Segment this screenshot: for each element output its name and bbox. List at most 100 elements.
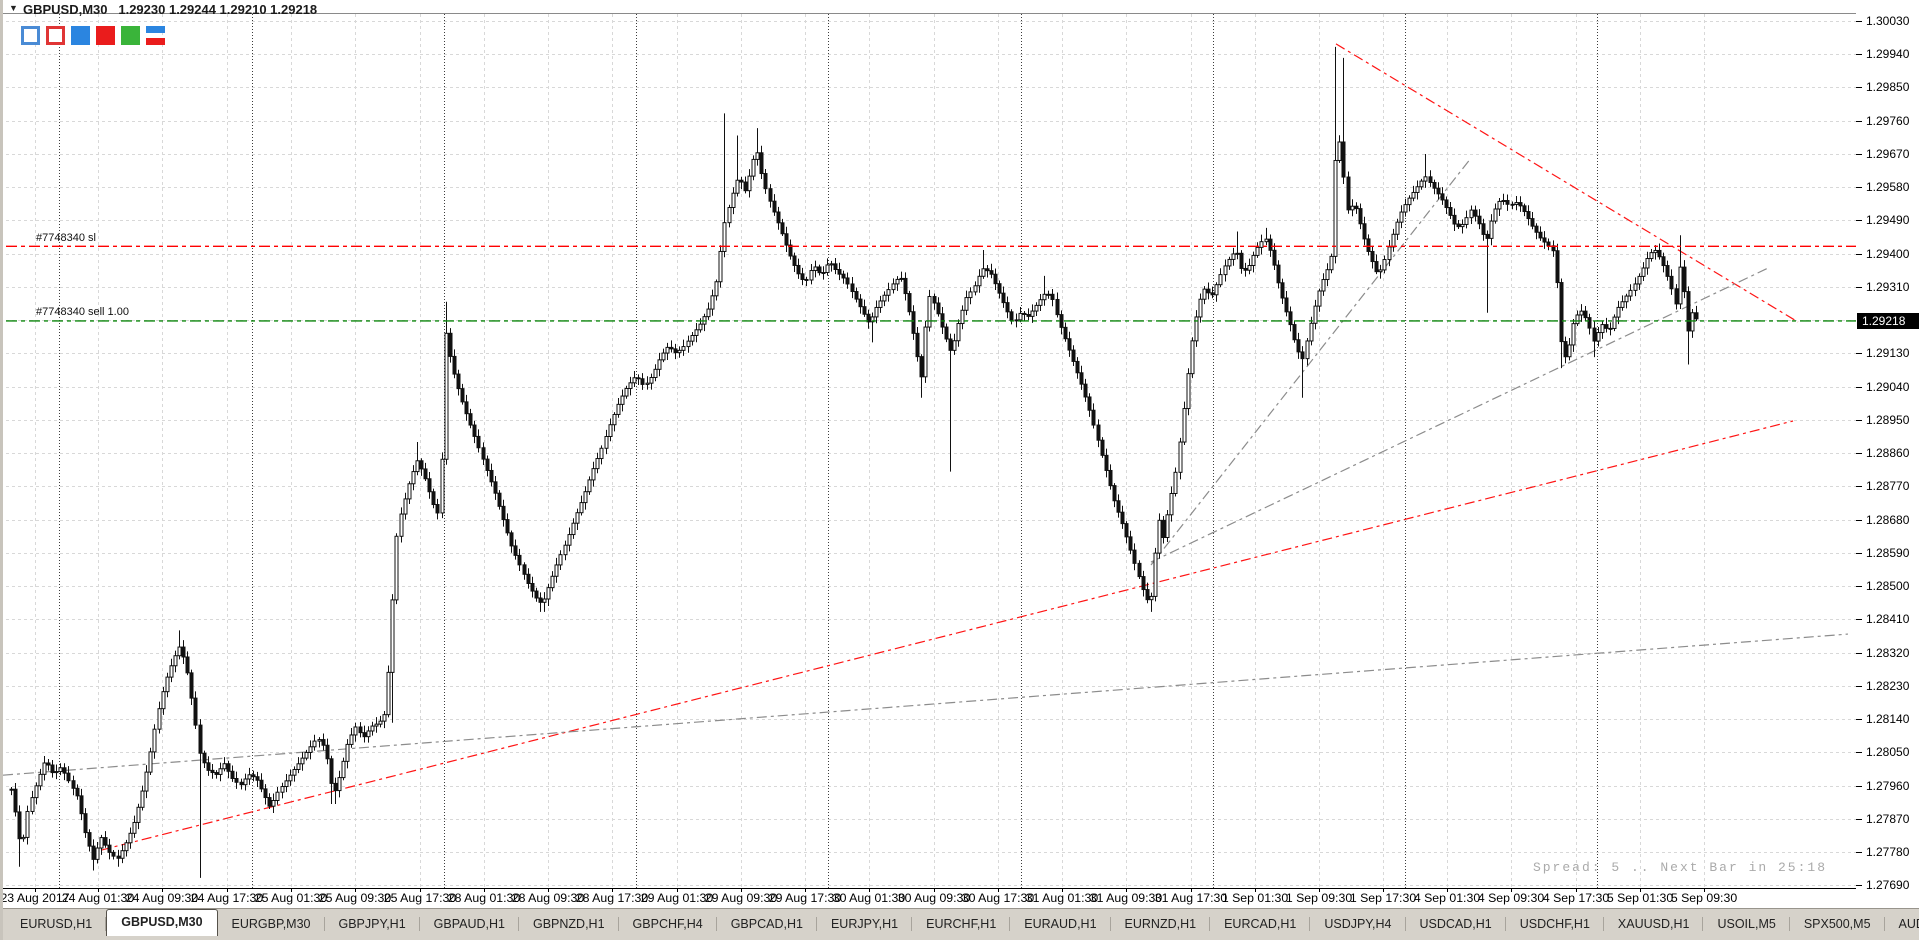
candle-body <box>120 850 125 859</box>
candle-body <box>54 771 59 774</box>
candle-body <box>1337 141 1342 161</box>
candle-body <box>1436 187 1441 195</box>
candle-body <box>973 285 978 293</box>
candle-body <box>550 575 555 589</box>
tab-eurnzd-h1[interactable]: EURNZD,H1 <box>1111 912 1211 936</box>
candle-body <box>825 264 830 274</box>
candle-body <box>558 554 563 566</box>
tab-usdchf-h1[interactable]: USDCHF,H1 <box>1506 912 1605 936</box>
candle-body <box>353 726 358 736</box>
candle-body <box>173 655 178 667</box>
tab-eurchf-h1[interactable]: EURCHF,H1 <box>912 912 1011 936</box>
candle-body <box>202 752 207 764</box>
price-tick-label: 1.28950 <box>1866 413 1910 427</box>
candle-body <box>349 734 354 745</box>
candle-body <box>140 790 145 808</box>
color-swatch-bars[interactable] <box>146 26 165 45</box>
sell-position-label[interactable]: #7748340 sell 1.00 <box>36 306 129 318</box>
candle-body <box>189 672 194 699</box>
candle-body <box>936 302 941 315</box>
candle-body <box>1128 536 1133 551</box>
candle-body <box>42 762 47 775</box>
price-tick-label: 1.29580 <box>1866 180 1910 194</box>
tab-gbpchf-h4[interactable]: GBPCHF,H4 <box>619 912 717 936</box>
candle-body <box>1653 249 1658 254</box>
time-label: 4 Sep 01:30 <box>1414 891 1480 905</box>
candle-body <box>148 751 153 773</box>
tab-usdjpy-h4[interactable]: USDJPY,H4 <box>1310 912 1406 936</box>
candle-body <box>493 481 498 494</box>
candle-body <box>784 233 789 246</box>
candle-body <box>1378 269 1383 273</box>
color-swatch-fill-4[interactable] <box>121 26 140 45</box>
candle-body <box>111 851 116 857</box>
candle-body <box>1370 250 1375 263</box>
candle-body <box>362 732 367 738</box>
candle-body <box>1178 441 1183 473</box>
candle-body <box>809 270 814 281</box>
tab-euraud-h1[interactable]: EURAUD,H1 <box>1010 912 1111 936</box>
tab-eurusd-h1[interactable]: EURUSD,H1 <box>6 912 107 936</box>
time-label: 5 Sep 09:30 <box>1671 891 1737 905</box>
tab-audusd-h4[interactable]: AUDUSD,H4 <box>1885 912 1919 936</box>
tab-gbpjpy-h1[interactable]: GBPJPY,H1 <box>325 912 420 936</box>
candle-body <box>1059 314 1064 328</box>
candle-body <box>932 296 937 304</box>
tab-eurcad-h1[interactable]: EURCAD,H1 <box>1210 912 1311 936</box>
tab-usdcad-h1[interactable]: USDCAD,H1 <box>1406 912 1507 936</box>
candle-body <box>862 306 867 315</box>
candle-body <box>1132 549 1137 564</box>
tab-xauusd-h1[interactable]: XAUUSD,H1 <box>1604 912 1704 936</box>
chart-dropdown-icon[interactable]: ▼ <box>9 3 18 13</box>
tab-gbpusd-m30[interactable]: GBPUSD,M30 <box>106 909 218 936</box>
time-label: 30 Aug 01:30 <box>833 891 906 905</box>
color-swatch-outline-1[interactable] <box>46 26 65 45</box>
candle-body <box>419 460 424 470</box>
tab-usoil-m5[interactable]: USOIL,M5 <box>1703 912 1791 936</box>
candle-body <box>464 401 469 415</box>
color-swatch-fill-2[interactable] <box>71 26 90 45</box>
candle-body <box>567 534 572 546</box>
candle-body <box>927 296 932 328</box>
tab-eurjpy-h1[interactable]: EURJPY,H1 <box>817 912 913 936</box>
price-axis[interactable]: 1.29218 1.30030 1.29940 1.29850 1.29760 1.29… <box>1856 0 1919 906</box>
price-tick-mark <box>1856 653 1862 654</box>
color-swatch-outline-0[interactable] <box>21 26 40 45</box>
price-tick-label: 1.29760 <box>1866 114 1910 128</box>
candle-body <box>1300 351 1305 360</box>
candle-body <box>1317 290 1322 307</box>
candle-body <box>21 836 26 840</box>
candle-body <box>1411 191 1416 199</box>
candle-body <box>751 158 756 177</box>
plot-top-border <box>3 13 1856 14</box>
candle-body <box>275 791 280 801</box>
candle-body <box>1264 238 1269 243</box>
candle-body <box>1452 214 1457 225</box>
candle-body <box>124 842 129 852</box>
candle-body <box>1350 205 1355 211</box>
tab-gbpnzd-h1[interactable]: GBPNZD,H1 <box>519 912 619 936</box>
candle-body <box>390 599 395 673</box>
candle-body <box>337 777 342 792</box>
tab-gbpcad-h1[interactable]: GBPCAD,H1 <box>717 912 818 936</box>
price-tick-label: 1.27690 <box>1866 878 1910 892</box>
stop-loss-label[interactable]: #7748340 sl <box>36 232 96 244</box>
candle-body <box>1288 311 1293 326</box>
candle-body <box>1391 233 1396 248</box>
candle-body <box>878 300 883 308</box>
candle-body <box>1005 302 1010 313</box>
candle-body <box>1346 176 1351 211</box>
tab-eurgbp-m30[interactable]: EURGBP,M30 <box>218 912 325 936</box>
candle-body <box>1678 266 1683 305</box>
candle-body <box>1428 176 1433 183</box>
candle-body <box>661 352 666 361</box>
candle-body <box>116 855 121 859</box>
tab-gbpaud-h1[interactable]: GBPAUD,H1 <box>420 912 520 936</box>
candle-body <box>399 513 404 537</box>
price-tick-mark <box>1856 520 1862 521</box>
tab-spx500-m5[interactable]: SPX500,M5 <box>1790 912 1885 936</box>
color-swatch-fill-3[interactable] <box>96 26 115 45</box>
candle-body <box>169 665 174 678</box>
candle-body <box>1173 471 1178 494</box>
